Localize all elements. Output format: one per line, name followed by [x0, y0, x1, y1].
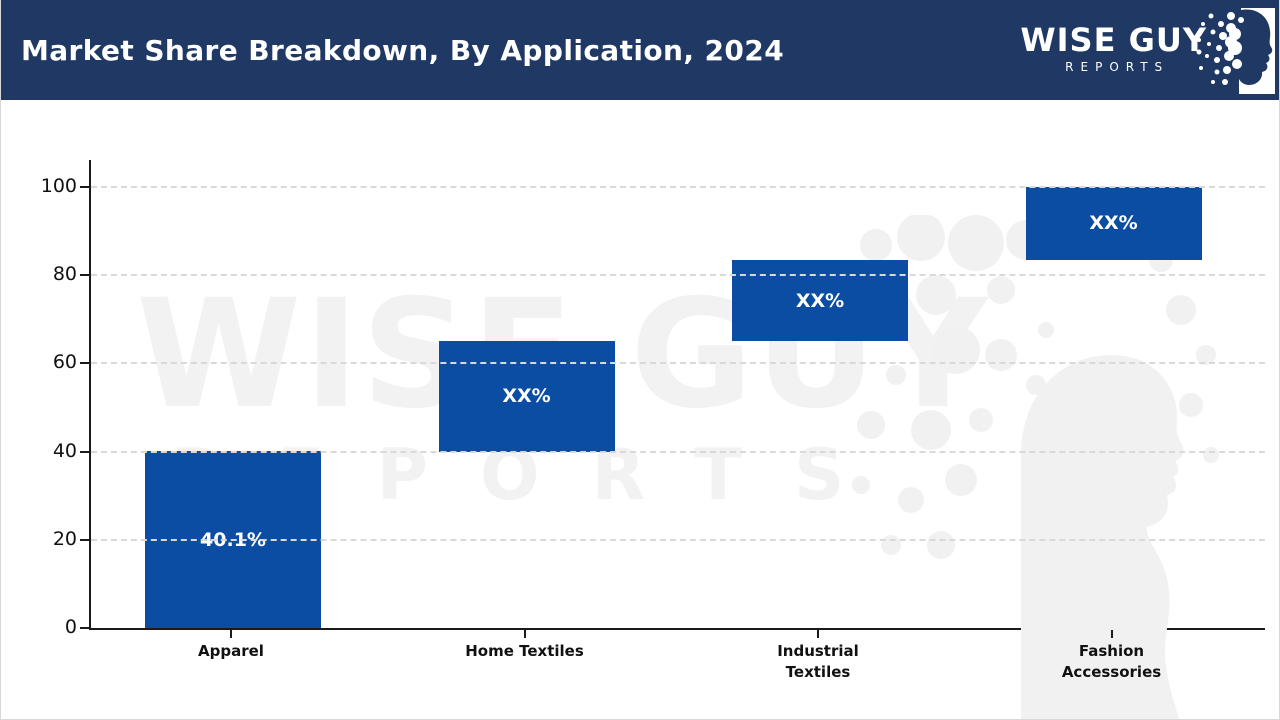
x-tick-mark-fashion-accessories [1110, 630, 1113, 638]
x-tick-mark-industrial-textiles [817, 630, 819, 638]
brand-logo: WISE GUY REPORTS [1017, 4, 1277, 96]
x-tick-label-apparel: Apparel [198, 642, 264, 660]
gridline-y60 [91, 362, 1265, 365]
y-tick-mark-100 [80, 186, 89, 188]
y-tick-mark-0 [80, 627, 89, 629]
plot-area: 40.1% XX% XX% XX% [89, 160, 1265, 630]
y-tick-label-60: 60 [52, 351, 77, 374]
gridline-y80 [91, 274, 1265, 277]
header-bar: Market Share Breakdown, By Application, … [1, 0, 1279, 100]
bar-fashion-accessories: XX% [1025, 187, 1202, 260]
bar-value-label: XX% [502, 385, 551, 408]
brand-subtitle: REPORTS [1065, 60, 1170, 74]
gridline-y40 [91, 450, 1265, 453]
y-tick-label-100: 100 [40, 175, 77, 197]
x-tick-mark-home-textiles [523, 630, 526, 638]
bar-industrial-textiles: XX% [732, 259, 908, 342]
y-tick-label-80: 80 [52, 263, 77, 286]
bar-home-textiles: XX% [438, 341, 615, 452]
brand-logo-text: WISE GUY REPORTS [1020, 24, 1207, 74]
y-tick-label-0: 0 [64, 616, 77, 638]
brand-name: WISE GUY [1020, 21, 1207, 59]
y-tick-mark-60 [80, 362, 89, 365]
x-tick-label-industrial-textiles: Industrial Textiles [777, 642, 859, 681]
y-tick-mark-80 [80, 274, 89, 277]
bar-value-label: XX% [1089, 212, 1138, 235]
x-tick-mark-apparel [230, 630, 232, 638]
y-tick-mark-20 [80, 538, 89, 541]
gridline-y100 [91, 186, 1265, 188]
y-tick-mark-40 [80, 450, 89, 453]
head-profile-icon [1196, 8, 1275, 94]
x-tick-label-fashion-accessories: Fashion Accessories [1061, 642, 1162, 681]
page-title: Market Share Breakdown, By Application, … [21, 33, 785, 67]
x-tick-label-home-textiles: Home Textiles [465, 642, 584, 660]
y-tick-label-20: 20 [52, 527, 77, 550]
bar-value-label: XX% [795, 289, 845, 312]
gridline-y20 [91, 538, 1265, 541]
y-tick-label-40: 40 [52, 439, 77, 462]
